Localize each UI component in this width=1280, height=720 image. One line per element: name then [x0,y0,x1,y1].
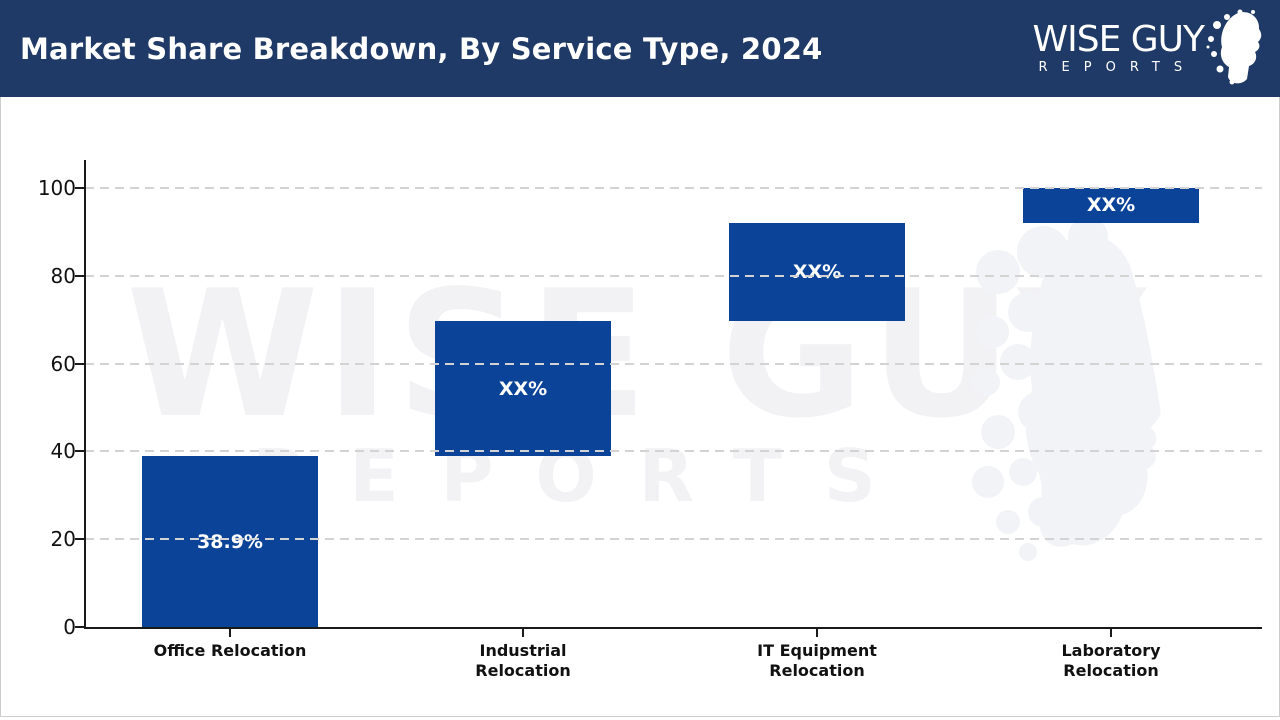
x-axis-tick [816,629,818,637]
x-axis-category-label: Laboratory Relocation [1061,641,1161,681]
gridline [85,538,1262,541]
y-axis-tick [75,187,84,189]
y-axis-tick-label: 0 [63,615,76,639]
gridline [85,450,1262,453]
gridline [85,187,1262,189]
logo-face-icon [1206,9,1262,85]
y-axis-tick-label: 100 [37,176,76,200]
bar-segment: XX% [729,222,905,321]
y-axis-spine [84,160,86,629]
frame-left [0,97,1,717]
logo-subtext: REPORTS [1038,59,1197,75]
x-axis-tick [522,629,524,637]
x-axis-category-label: IT Equipment Relocation [757,641,877,681]
frame-bottom [0,716,1280,717]
x-axis-spine [84,627,1262,629]
header-band: Market Share Breakdown, By Service Type,… [0,0,1280,97]
watermark-wordmark: WISE GUY [126,254,1152,457]
x-axis-category-label: Office Relocation [153,641,307,660]
y-axis-tick-label: 80 [50,263,76,288]
logo-text: WISE GUY REPORTS [1033,21,1205,75]
gridline [85,274,1262,277]
wiseguy-logo: WISE GUY REPORTS [1033,8,1269,88]
gridline [85,362,1262,365]
x-axis-tick [1110,629,1112,637]
bar-value-label: XX% [498,377,548,400]
y-axis-tick [75,362,84,365]
bar-segment: XX% [1023,188,1199,223]
y-axis-tick-label: 40 [50,439,76,464]
logo-wordmark: WISE GUY [1032,19,1205,61]
bar-segment: 38.9% [142,456,318,627]
x-axis-tick [229,629,231,637]
chart-title: Market Share Breakdown, By Service Type,… [20,31,823,66]
bar-value-label: 38.9% [197,530,263,553]
y-axis-tick [75,450,84,453]
bar-value-label: XX% [1086,194,1136,217]
y-axis-tick [75,274,84,277]
y-axis-tick-label: 20 [50,527,76,552]
bar-value-label: XX% [792,260,842,283]
bar-segment: XX% [435,321,611,457]
y-axis-tick [75,538,84,541]
y-axis-tick [75,626,84,628]
x-axis-category-label: Industrial Relocation [475,641,571,681]
y-axis-tick-label: 60 [50,351,76,376]
